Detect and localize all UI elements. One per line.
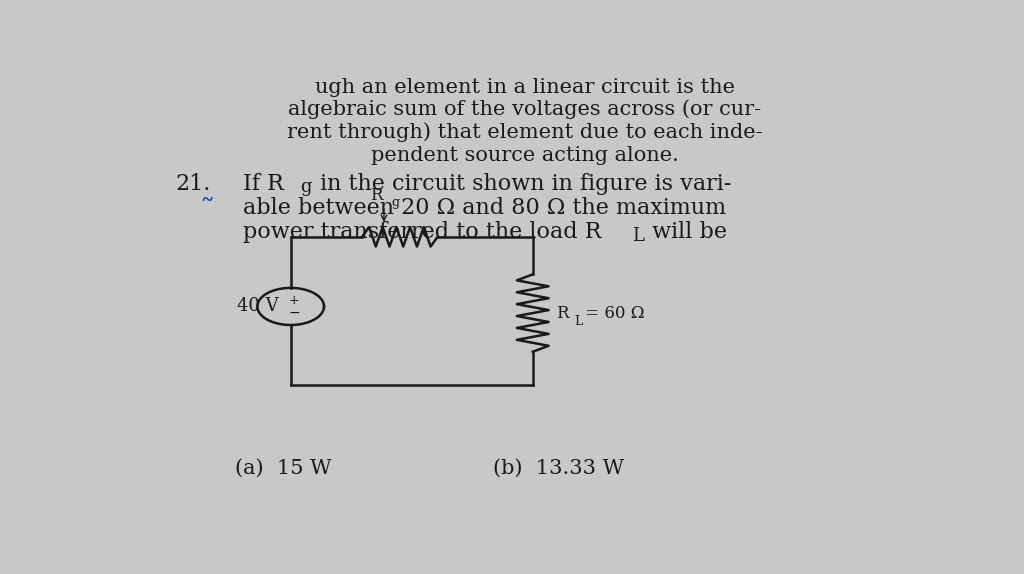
Text: able between 20 Ω and 80 Ω the maximum: able between 20 Ω and 80 Ω the maximum [243,197,726,219]
Text: ugh an element in a linear circuit is the: ugh an element in a linear circuit is th… [314,77,735,97]
Text: = 60 Ω: = 60 Ω [581,305,645,321]
Text: 40 V: 40 V [238,297,279,316]
Text: g: g [300,178,311,196]
Text: L: L [632,227,644,245]
Text: +: + [289,294,299,307]
Text: rent through) that element due to each inde-: rent through) that element due to each i… [287,123,763,142]
Text: pendent source acting alone.: pendent source acting alone. [371,146,679,165]
Text: algebraic sum of the voltages across (or cur-: algebraic sum of the voltages across (or… [288,100,762,119]
Text: ˜: ˜ [200,197,215,228]
Text: 21.: 21. [176,173,211,195]
Text: power transferred to the load R: power transferred to the load R [243,222,601,243]
Text: −: − [288,306,300,320]
Text: (a)  15 W: (a) 15 W [236,459,332,478]
Text: If R: If R [243,173,284,195]
Text: R: R [557,305,569,321]
Text: g: g [391,196,399,209]
Text: in the circuit shown in figure is vari-: in the circuit shown in figure is vari- [313,173,731,195]
Text: will be: will be [645,222,727,243]
Text: (b)  13.33 W: (b) 13.33 W [494,459,625,478]
Text: L: L [574,315,583,328]
Text: R: R [370,187,382,204]
